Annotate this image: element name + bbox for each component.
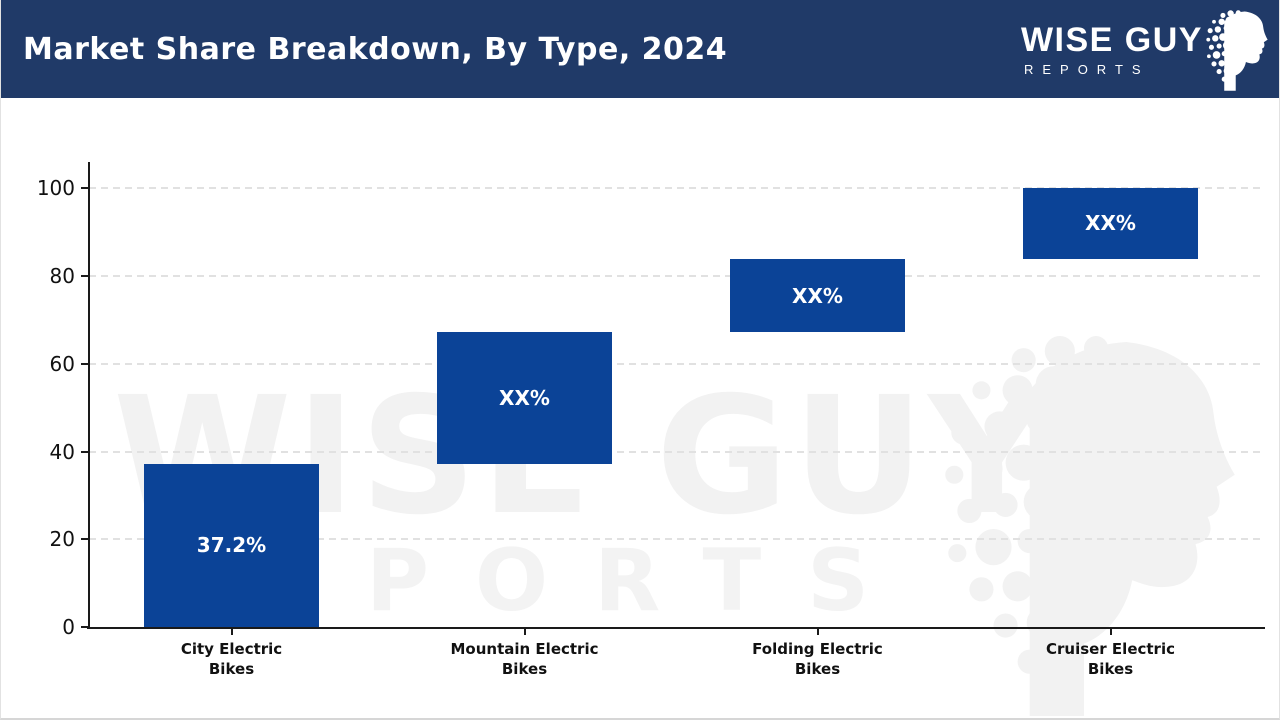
bar-value-label: 37.2% <box>196 533 267 558</box>
y-tick-mark <box>81 450 89 453</box>
y-tick-mark <box>81 626 89 628</box>
y-tick-label: 40 <box>49 439 75 464</box>
y-tick-mark <box>81 362 89 365</box>
x-tick-mark <box>230 627 233 635</box>
brand-name: WISE GUY <box>1020 21 1203 59</box>
gridline <box>89 450 1263 453</box>
bar-segment: XX% <box>730 259 905 333</box>
bar-value-label: XX% <box>792 283 843 308</box>
gridline <box>89 187 1263 190</box>
y-tick-label: 60 <box>49 351 75 376</box>
y-tick-label: 0 <box>62 615 75 639</box>
brand-logo: WISE GUY REPORTS <box>1021 8 1269 92</box>
x-tick-label: Cruiser Electric Bikes <box>1045 640 1175 678</box>
y-tick-label: 20 <box>49 527 75 552</box>
bar-segment: XX% <box>437 332 612 464</box>
gridline <box>89 362 1263 365</box>
page-title: Market Share Breakdown, By Type, 2024 <box>23 31 728 67</box>
gridline <box>89 275 1263 278</box>
head-dots-icon <box>1206 9 1268 91</box>
x-tick-label: Mountain Electric Bikes <box>450 640 599 678</box>
app-header: Market Share Breakdown, By Type, 2024 WI… <box>1 0 1279 98</box>
bar-value-label: XX% <box>1085 211 1136 236</box>
x-tick-label: Folding Electric Bikes <box>752 640 883 678</box>
bar-value-label: XX% <box>499 386 550 410</box>
y-tick-mark <box>81 538 89 541</box>
x-tick-mark <box>1109 627 1112 635</box>
y-tick-label: 80 <box>49 264 75 289</box>
bar-segment: XX% <box>1023 188 1198 259</box>
y-tick-mark <box>81 275 89 278</box>
chart: WISE GUY REPORTS 0 20 40 60 80 100 37.2% City E… <box>1 98 1279 718</box>
y-tick-label: 100 <box>36 176 75 201</box>
bar-segment: 37.2% <box>144 463 319 627</box>
gridline <box>89 538 1263 541</box>
x-axis-line <box>87 627 1265 629</box>
x-tick-mark <box>816 627 819 635</box>
y-axis-line <box>88 162 90 629</box>
brand-subtitle: REPORTS <box>1023 62 1150 77</box>
y-tick-mark <box>81 187 89 190</box>
x-tick-label: City Electric Bikes <box>180 640 283 678</box>
brand-logo-text: WISE GUY REPORTS <box>1021 23 1203 77</box>
x-tick-mark <box>523 627 526 635</box>
